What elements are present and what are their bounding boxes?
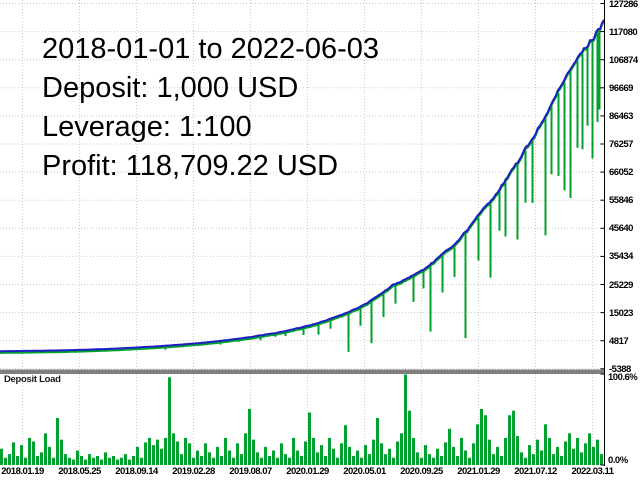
x-axis-label: 2019.08.07 <box>229 466 272 477</box>
y-axis-label: 35434 <box>609 251 633 263</box>
panel-separator <box>0 369 605 374</box>
y-axis-label: 106874 <box>609 54 638 66</box>
y-axis-label: 45640 <box>609 223 633 235</box>
y-axis-label: 66052 <box>609 167 633 179</box>
summary-period: 2018-01-01 to 2022-06-03 <box>42 33 379 65</box>
deposit-load-max-label: 100.6% <box>608 372 638 383</box>
equity-drawdown-spikes <box>24 29 601 352</box>
x-axis-label: 2019.02.28 <box>172 466 215 477</box>
x-axis-label: 2020.05.01 <box>343 466 386 477</box>
x-axis-label: 2021.01.29 <box>457 466 500 477</box>
x-axis-label: 2018.05.25 <box>58 466 101 477</box>
y-axis-label: 76257 <box>609 139 633 150</box>
y-axis-label: 4817 <box>609 335 629 347</box>
x-axis-label: 2022.03.11 <box>571 466 614 477</box>
x-axis-label: 2021.07.12 <box>514 466 557 477</box>
y-axis-label: 127286 <box>609 0 638 10</box>
y-axis-label: 86463 <box>609 110 633 122</box>
y-axis-label: 25229 <box>609 279 633 291</box>
summary-deposit: Deposit: 1,000 USD <box>42 72 299 104</box>
equity-line <box>0 20 605 354</box>
deposit-load-title: Deposit Load <box>4 374 61 385</box>
x-axis-label: 2018.09.14 <box>115 466 158 477</box>
deposit-load-bars <box>0 374 603 465</box>
balance-line <box>0 19 605 353</box>
x-axis-label: 2020.09.25 <box>400 466 443 477</box>
y-axis-label: 15023 <box>609 307 633 319</box>
summary-leverage: Leverage: 1:100 <box>42 111 252 143</box>
summary-profit: Profit: 118,709.22 USD <box>42 150 339 182</box>
deposit-load-min-label: 0.0% <box>608 455 628 466</box>
y-axis-label: 96669 <box>609 82 633 94</box>
x-axis-label: 2020.01.29 <box>286 466 329 477</box>
y-axis-label: 117080 <box>609 26 638 38</box>
y-axis-label: 55846 <box>609 195 633 207</box>
summary-annotation: 2018-01-01 to 2022-06-03 Deposit: 1,000 … <box>42 30 379 186</box>
y-axis-label: -5388 <box>609 363 631 375</box>
x-axis-label: 2018.01.19 <box>1 466 44 477</box>
right-axis <box>600 0 605 466</box>
